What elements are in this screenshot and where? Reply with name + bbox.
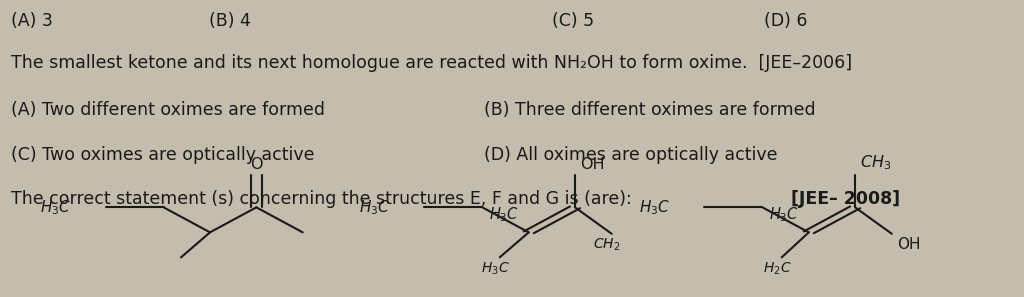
- Text: OH: OH: [897, 237, 921, 252]
- Text: $H_3C$: $H_3C$: [358, 198, 390, 217]
- Text: $CH_3$: $CH_3$: [860, 153, 891, 172]
- Text: (A) Two different oximes are formed: (A) Two different oximes are formed: [11, 101, 325, 119]
- Text: (C) 5: (C) 5: [552, 12, 594, 30]
- Text: (C) Two oximes are optically active: (C) Two oximes are optically active: [11, 146, 314, 164]
- Text: [JEE– 2008]: [JEE– 2008]: [792, 190, 900, 208]
- Text: The correct statement (s) concerning the structures E, F and G is (are):: The correct statement (s) concerning the…: [11, 190, 632, 208]
- Text: (B) 4: (B) 4: [209, 12, 251, 30]
- Text: (D) All oximes are optically active: (D) All oximes are optically active: [484, 146, 778, 164]
- Text: OH: OH: [580, 157, 604, 172]
- Text: $H_3C$: $H_3C$: [769, 205, 799, 224]
- Text: (D) 6: (D) 6: [764, 12, 808, 30]
- Text: $H_2C$: $H_2C$: [763, 260, 792, 277]
- Text: $H_3C$: $H_3C$: [488, 205, 519, 224]
- Text: $CH_2$: $CH_2$: [593, 237, 621, 253]
- Text: (A) 3: (A) 3: [11, 12, 53, 30]
- Text: The smallest ketone and its next homologue are reacted with NH₂OH to form oxime.: The smallest ketone and its next homolog…: [11, 54, 852, 72]
- Text: O: O: [250, 157, 262, 172]
- Text: $H_3C$: $H_3C$: [40, 198, 72, 217]
- Text: (B) Three different oximes are formed: (B) Three different oximes are formed: [484, 101, 816, 119]
- Text: $H_3C$: $H_3C$: [480, 260, 509, 277]
- Text: $H_3C$: $H_3C$: [639, 198, 670, 217]
